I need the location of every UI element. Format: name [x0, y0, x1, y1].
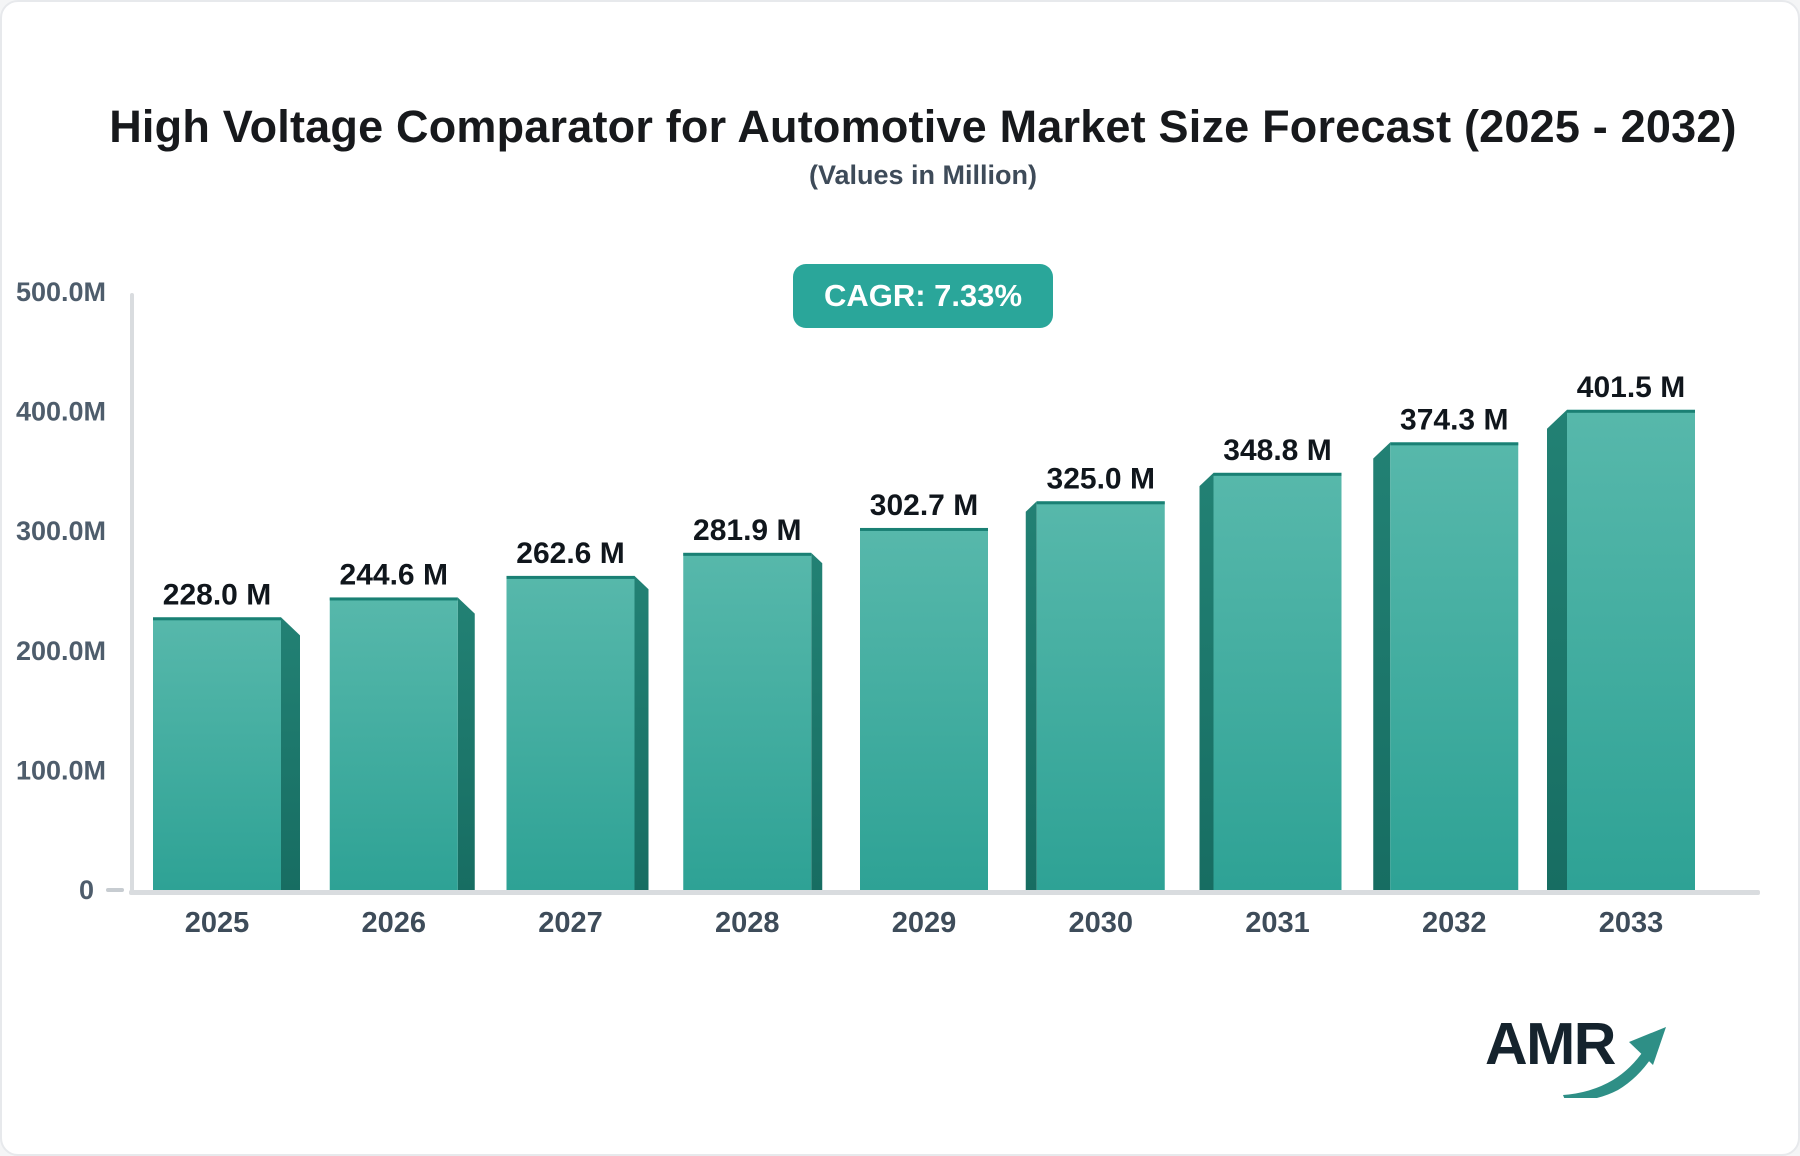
bar-side-face-2030 [1025, 501, 1037, 890]
y-tick-label-500: 500.0M [16, 277, 106, 307]
bar-value-label-2033: 401.5 M [1577, 371, 1685, 404]
y-tick-label-400: 400.0M [16, 397, 106, 427]
bar-top-edge-2027 [506, 575, 635, 579]
x-tick-label-2028: 2028 [715, 907, 780, 939]
bar-top-edge-2030 [1036, 501, 1165, 505]
bar-top-edge-2026 [329, 597, 458, 601]
bar-value-label-2027: 262.6 M [516, 537, 624, 570]
bar-top-edge-2031 [1213, 472, 1342, 476]
x-tick-label-2031: 2031 [1245, 907, 1310, 939]
bar-value-label-2031: 348.8 M [1223, 434, 1331, 467]
y-axis-line [130, 293, 134, 895]
y-tick-label-0: 0 [79, 875, 94, 905]
amr-logo: AMR [1485, 1011, 1666, 1098]
bar-side-face-2032 [1373, 442, 1391, 890]
bar-top-edge-2033 [1567, 409, 1695, 413]
bar-top-edge-2025 [153, 617, 281, 621]
x-tick-label-2029: 2029 [892, 907, 957, 939]
bar-value-label-2030: 325.0 M [1047, 462, 1155, 495]
chart-header: High Voltage Comparator for Automotive M… [48, 2, 1798, 328]
bar-side-face-2025 [281, 617, 300, 890]
bar-value-label-2029: 302.7 M [870, 489, 978, 522]
bar-face-2030 [1036, 501, 1165, 890]
y-tick-label-200: 200.0M [16, 636, 106, 666]
cagr-badge-wrap: CAGR: 7.33% [48, 264, 1798, 328]
bar-face-2029 [860, 527, 988, 890]
cagr-badge: CAGR: 7.33% [792, 264, 1054, 328]
bar-top-edge-2028 [683, 552, 812, 556]
bar-face-2026 [329, 597, 458, 890]
bar-side-face-2027 [634, 575, 649, 890]
bar-face-2031 [1213, 472, 1342, 890]
bar-value-label-2032: 374.3 M [1400, 403, 1508, 436]
x-tick-label-2032: 2032 [1422, 907, 1487, 939]
x-tick-label-2030: 2030 [1068, 907, 1133, 939]
bar-face-2025 [153, 617, 281, 890]
bar-side-face-2026 [457, 597, 475, 890]
x-tick-label-2025: 2025 [185, 907, 250, 939]
x-tick-label-2033: 2033 [1599, 907, 1664, 939]
x-axis-line [129, 890, 1760, 895]
bar-face-2027 [506, 575, 635, 890]
bar-face-2033 [1567, 409, 1695, 890]
bar-face-2028 [683, 552, 812, 890]
y-tick-dash-0 [106, 888, 124, 892]
bar-value-label-2028: 281.9 M [693, 514, 801, 547]
bar-face-2032 [1390, 442, 1519, 890]
bar-side-face-2033 [1547, 409, 1567, 890]
amr-logo-text: AMR [1485, 1011, 1616, 1077]
bar-value-label-2025: 228.0 M [163, 578, 271, 611]
chart-subtitle: (Values in Million) [808, 160, 1038, 190]
y-tick-label-300: 300.0M [16, 516, 106, 546]
growth-arrow-icon [1563, 1027, 1666, 1098]
y-tick-label-100: 100.0M [16, 755, 106, 785]
bar-top-edge-2029 [860, 527, 988, 531]
x-tick-label-2026: 2026 [361, 907, 426, 939]
chart-title: High Voltage Comparator for Automotive M… [109, 101, 1737, 152]
bar-value-label-2026: 244.6 M [340, 558, 448, 591]
bar-side-face-2028 [811, 552, 823, 890]
bar-top-edge-2032 [1390, 442, 1519, 446]
x-tick-label-2027: 2027 [538, 907, 603, 939]
bar-side-face-2031 [1199, 472, 1214, 890]
